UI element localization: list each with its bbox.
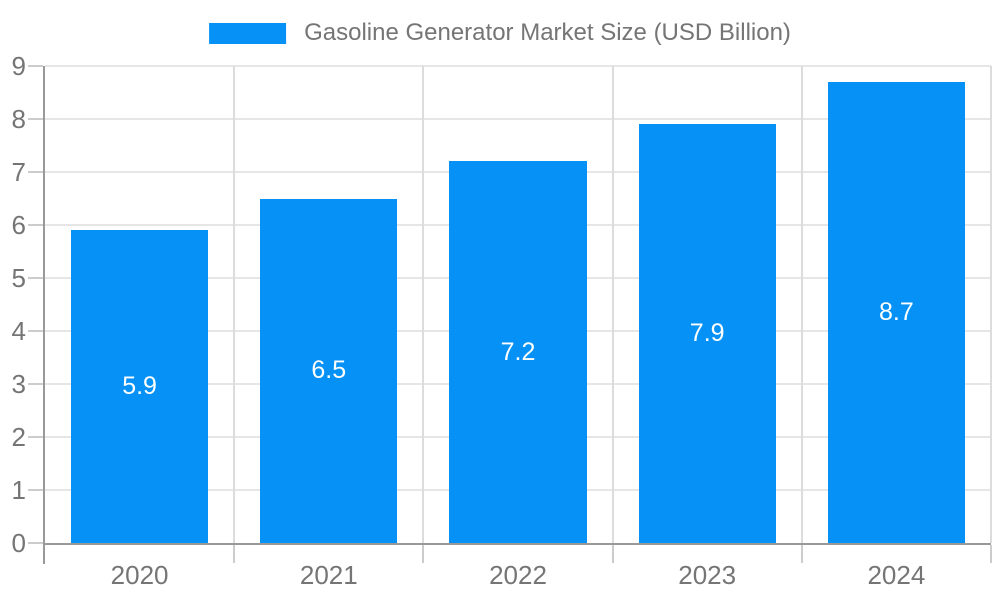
x-axis-tick <box>990 545 992 563</box>
y-axis-tick <box>28 277 43 279</box>
bar-value-label: 5.9 <box>122 372 157 401</box>
legend[interactable]: Gasoline Generator Market Size (USD Bill… <box>209 20 791 46</box>
x-axis-tick <box>611 545 614 563</box>
vertical-gridline <box>800 66 803 543</box>
y-axis-tick <box>28 489 43 491</box>
horizontal-gridline <box>45 118 991 120</box>
y-axis-tick-label: 7 <box>11 157 26 187</box>
y-axis-tick-label: 2 <box>11 422 26 452</box>
bar-value-label: 7.9 <box>689 319 725 348</box>
x-axis-tick <box>422 545 425 563</box>
bar-value-label: 6.5 <box>311 356 347 385</box>
y-axis-tick <box>28 330 43 332</box>
y-axis-tick <box>28 65 43 67</box>
y-axis-line <box>43 66 45 564</box>
y-axis-tick-label: 9 <box>11 51 26 81</box>
x-axis-category-label: 2023 <box>678 560 737 590</box>
bar-2022[interactable]: 7.2 <box>449 161 587 543</box>
bar-2024[interactable]: 8.7 <box>827 81 965 543</box>
bar-2023[interactable]: 7.9 <box>638 124 776 543</box>
x-axis-tick <box>800 545 803 563</box>
y-axis-tick-label: 8 <box>11 104 26 134</box>
y-axis-tick-label: 3 <box>11 369 26 399</box>
y-axis-tick <box>28 383 43 385</box>
bar-value-label: 7.2 <box>500 337 536 366</box>
x-axis-line <box>43 543 991 545</box>
y-axis-tick-label: 5 <box>11 263 26 293</box>
legend-series-label: Gasoline Generator Market Size (USD Bill… <box>304 19 791 46</box>
vertical-gridline <box>233 66 236 543</box>
plot-area: 0 1 2 3 4 5 6 7 8 9 5.9 2020 6.5 2021 7.2 2022 7.9 2023 8.… <box>12 52 992 589</box>
y-axis-tick <box>28 118 43 120</box>
y-axis-tick <box>28 436 43 438</box>
x-axis-category-label: 2021 <box>299 560 358 590</box>
horizontal-gridline <box>45 65 991 67</box>
vertical-gridline <box>611 66 614 543</box>
bar-value-label: 8.7 <box>879 297 914 326</box>
bar-2021[interactable]: 6.5 <box>260 198 398 543</box>
y-axis-tick-label: 0 <box>11 528 26 558</box>
vertical-gridline <box>422 66 425 543</box>
y-axis-tick <box>28 224 43 226</box>
x-axis-category-label: 2022 <box>489 560 547 590</box>
vertical-gridline <box>990 66 992 543</box>
bar-2020[interactable]: 5.9 <box>71 230 209 543</box>
y-axis-tick-label: 4 <box>11 316 26 346</box>
y-axis-tick <box>28 542 43 544</box>
x-axis-category-label: 2024 <box>867 560 926 590</box>
legend-swatch-icon <box>209 22 287 44</box>
y-axis-tick-label: 6 <box>11 210 26 240</box>
x-axis-tick <box>233 545 236 563</box>
y-axis-tick <box>28 171 43 173</box>
x-axis-category-label: 2020 <box>110 560 169 590</box>
y-axis-tick-label: 1 <box>11 475 26 505</box>
